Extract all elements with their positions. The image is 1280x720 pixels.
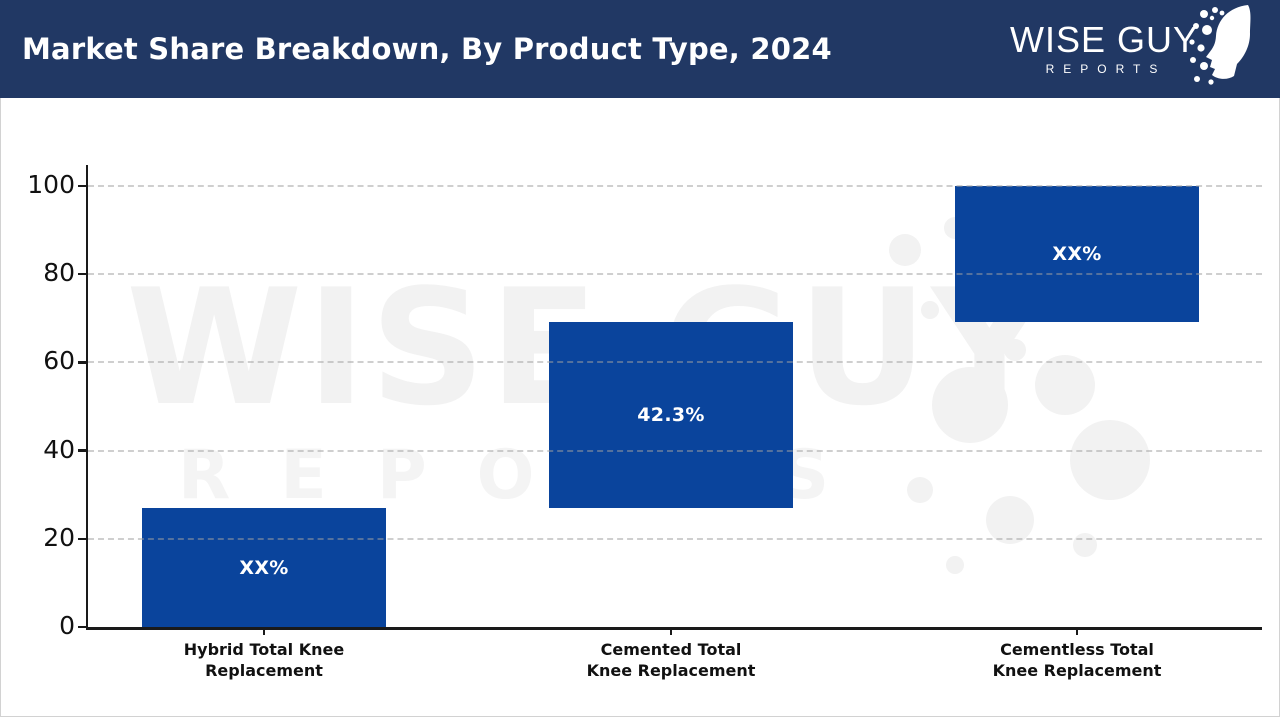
- y-tick-mark: [78, 449, 86, 452]
- y-tick-label: 100: [27, 170, 75, 199]
- y-tick-label: 40: [43, 434, 75, 464]
- chart-title: Market Share Breakdown, By Product Type,…: [22, 32, 832, 66]
- gridline: [88, 537, 1262, 540]
- y-tick-mark: [78, 184, 86, 188]
- x-axis-line: [85, 627, 1262, 630]
- gridline: [88, 185, 1262, 187]
- gridline: [88, 273, 1262, 276]
- page-border-left: [0, 98, 1, 717]
- logo-subtext: REPORTS: [1045, 62, 1167, 76]
- x-category-label: Hybrid Total Knee Replacement: [183, 640, 345, 680]
- x-category-label: Cementless Total Knee Replacement: [992, 640, 1162, 680]
- bar-segment: XX%: [955, 186, 1199, 322]
- page-border-bottom: [0, 716, 1280, 717]
- y-tick-mark: [78, 537, 86, 541]
- y-axis-line: [85, 165, 88, 630]
- bar-value-label: 42.3%: [637, 404, 705, 427]
- x-tick-mark: [262, 627, 266, 635]
- gridline: [88, 361, 1262, 364]
- y-tick-mark: [78, 625, 86, 629]
- bar-segment: 42.3%: [549, 321, 793, 509]
- y-tick-label: 80: [43, 258, 75, 288]
- header: Market Share Breakdown, By Product Type,…: [0, 0, 1280, 98]
- bar-value-label: XX%: [1052, 242, 1102, 265]
- x-tick-mark: [1075, 627, 1079, 635]
- gridline: [88, 449, 1262, 452]
- bar-segment: XX%: [142, 508, 386, 627]
- logo-text: WISE GUY REPORTS: [1009, 19, 1198, 77]
- wise-guy-reports-logo: WISE GUY REPORTS: [1010, 4, 1270, 94]
- y-tick-label: 0: [59, 611, 75, 640]
- logo-face-icon: [1189, 5, 1251, 85]
- bar-value-label: XX%: [239, 556, 289, 579]
- y-tick-label: 20: [43, 522, 75, 552]
- y-tick-mark: [78, 272, 86, 276]
- logo-wordmark: WISE GUY: [1009, 19, 1198, 60]
- x-category-label: Cemented Total Knee Replacement: [586, 640, 756, 680]
- x-tick-mark: [669, 627, 673, 635]
- y-tick-mark: [78, 361, 86, 364]
- y-tick-label: 60: [43, 346, 75, 376]
